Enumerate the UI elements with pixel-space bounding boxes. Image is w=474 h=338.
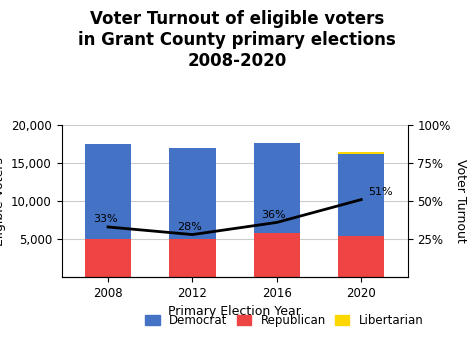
- Bar: [254, 143, 300, 233]
- Bar: [169, 148, 216, 239]
- Bar: [85, 239, 131, 277]
- Bar: [338, 236, 384, 277]
- Text: 51%: 51%: [368, 187, 392, 197]
- Y-axis label: Voter Turnout: Voter Turnout: [455, 159, 467, 243]
- Text: Voter Turnout of eligible voters
in Grant County primary elections
2008-2020: Voter Turnout of eligible voters in Gran…: [78, 10, 396, 70]
- Text: 36%: 36%: [262, 210, 286, 220]
- Text: 28%: 28%: [177, 222, 202, 232]
- Bar: [254, 233, 300, 277]
- Y-axis label: Eligible Voters: Eligible Voters: [0, 157, 6, 245]
- Text: 33%: 33%: [93, 214, 118, 224]
- Bar: [169, 239, 216, 277]
- X-axis label: Primary Election Year: Primary Election Year: [168, 306, 301, 318]
- Legend: Democrat, Republican, Libertarian: Democrat, Republican, Libertarian: [141, 310, 428, 332]
- Bar: [85, 144, 131, 239]
- Bar: [338, 152, 384, 154]
- Bar: [338, 154, 384, 236]
